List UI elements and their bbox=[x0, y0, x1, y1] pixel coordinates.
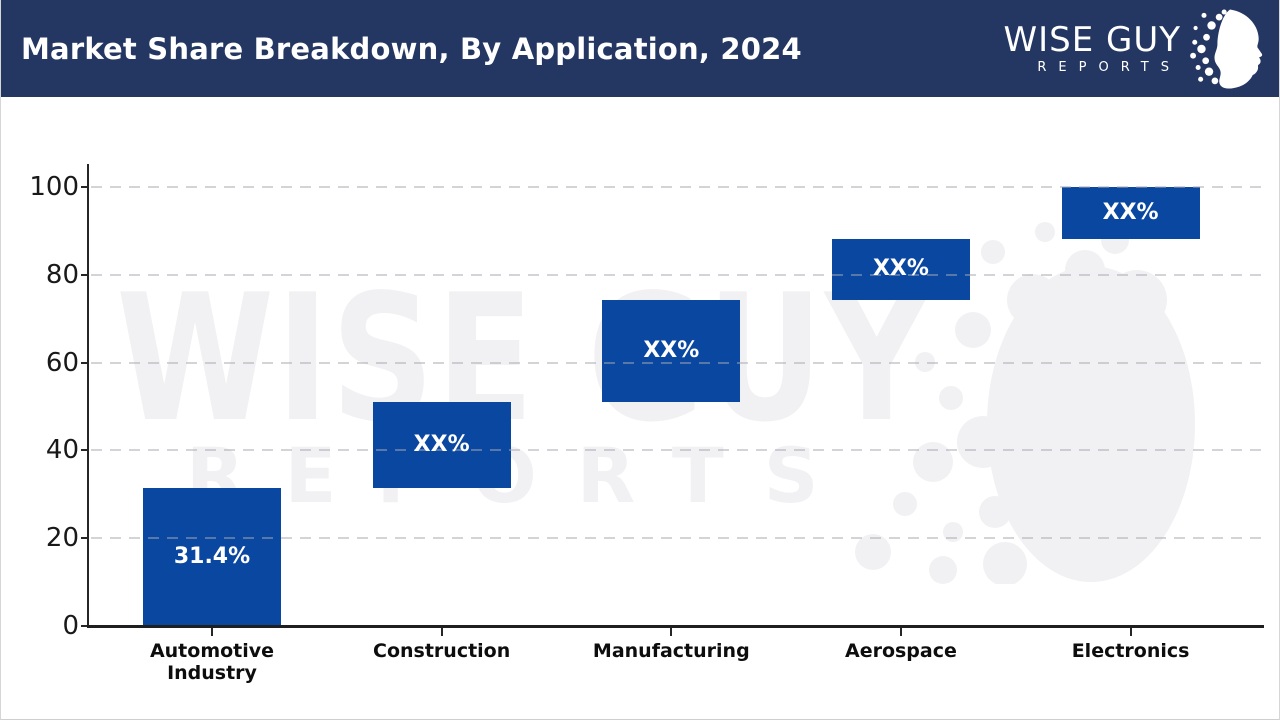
bar-electronics bbox=[1061, 187, 1200, 239]
y-tick-0 bbox=[81, 625, 89, 627]
watermark-head-graphic bbox=[855, 222, 1195, 584]
y-tick-80 bbox=[81, 273, 89, 276]
y-tick-100 bbox=[81, 186, 89, 188]
bar-construction bbox=[372, 402, 511, 489]
x-category-label: Aerospace bbox=[844, 640, 957, 662]
y-tick-40 bbox=[81, 449, 89, 452]
bar-automotive-industry bbox=[143, 488, 281, 626]
bar-aerospace bbox=[831, 238, 970, 300]
logo-head-icon bbox=[1190, 9, 1263, 89]
gridline-20 bbox=[91, 537, 1263, 540]
x-tick-2 bbox=[670, 628, 673, 636]
y-tick-label-0: 0 bbox=[62, 611, 79, 641]
y-tick-label-80: 80 bbox=[45, 259, 79, 290]
bar-value-label: XX% bbox=[872, 256, 929, 282]
bar-value-label: XX% bbox=[413, 432, 470, 458]
y-tick-60 bbox=[81, 361, 89, 364]
watermark-wordmark: WISE GUY bbox=[116, 258, 931, 461]
x-category-label: Electronics bbox=[1071, 640, 1190, 662]
gridline-40 bbox=[91, 449, 1263, 452]
gridline-60 bbox=[91, 361, 1263, 364]
gridline-100 bbox=[91, 186, 1263, 188]
gridline-80 bbox=[91, 273, 1263, 276]
x-category-label: Automotive Industry bbox=[149, 640, 275, 684]
x-tick-3 bbox=[899, 628, 902, 636]
logo-text: WISE GUY REPORTS bbox=[1003, 23, 1181, 75]
x-category-label: Construction bbox=[373, 640, 511, 662]
x-tick-1 bbox=[440, 628, 443, 636]
y-tick-label-60: 60 bbox=[45, 347, 79, 378]
y-tick-label-100: 100 bbox=[29, 172, 79, 202]
y-tick-label-40: 40 bbox=[45, 435, 79, 466]
y-tick-label-20: 20 bbox=[45, 523, 79, 554]
x-category-label: Manufacturing bbox=[592, 640, 750, 662]
bar-manufacturing bbox=[602, 299, 741, 403]
bar-value-label: 31.4% bbox=[173, 544, 251, 570]
wiseguy-logo: WISE GUY REPORTS bbox=[1003, 4, 1267, 94]
header-bar: Market Share Breakdown, By Application, … bbox=[1, 0, 1279, 97]
x-tick-4 bbox=[1129, 628, 1132, 636]
page-title: Market Share Breakdown, By Application, … bbox=[21, 31, 802, 66]
x-axis-line bbox=[87, 625, 1264, 628]
logo-wordmark: WISE GUY bbox=[1003, 20, 1181, 60]
bar-value-label: XX% bbox=[643, 337, 700, 363]
x-tick-0 bbox=[211, 628, 213, 636]
logo-subtitle: REPORTS bbox=[1037, 60, 1181, 75]
y-tick-20 bbox=[81, 537, 89, 540]
y-axis-line bbox=[87, 164, 89, 628]
bar-value-label: XX% bbox=[1102, 199, 1159, 225]
